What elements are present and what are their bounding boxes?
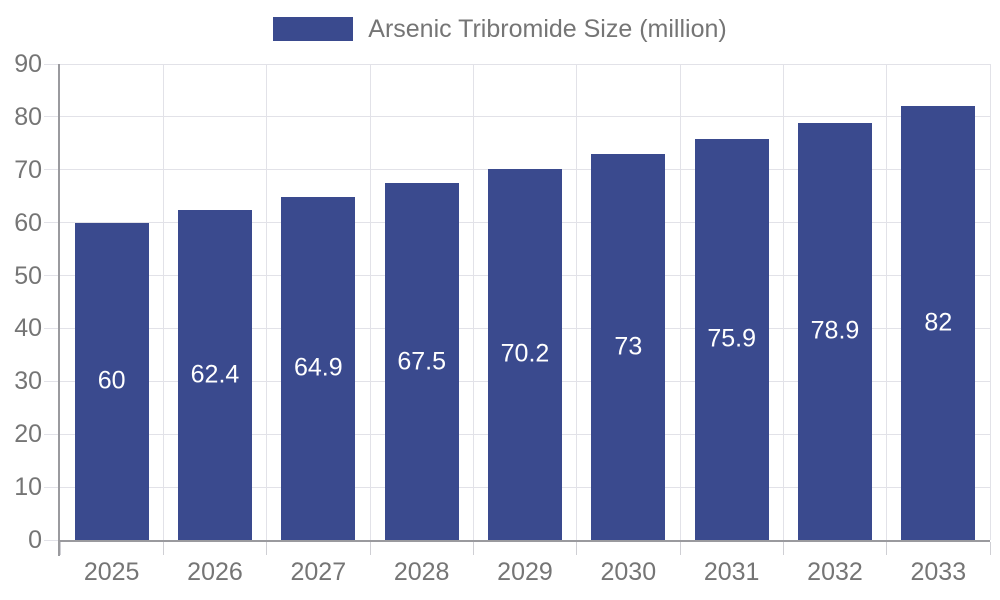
gridline-vertical [989, 64, 991, 540]
x-axis-tick [576, 542, 578, 555]
y-axis-tick [44, 169, 60, 171]
y-axis-tick [44, 380, 60, 382]
gridline-horizontal [60, 63, 990, 65]
x-tick-label: 2030 [600, 558, 657, 586]
bar: 64.9 [281, 196, 356, 540]
gridline-vertical [782, 64, 784, 540]
x-axis-tick [59, 542, 61, 555]
gridline-vertical [369, 64, 371, 540]
bar-value-label: 64.9 [293, 353, 343, 382]
bar-value-label: 70.2 [500, 339, 550, 368]
x-tick-label: 2029 [497, 558, 553, 586]
gridline-vertical [886, 64, 888, 540]
x-tick-label: 2031 [703, 558, 760, 586]
y-tick-label: 20 [14, 420, 42, 449]
y-tick-label: 90 [14, 50, 42, 78]
x-tick-label: 2028 [393, 558, 450, 586]
bar-value-label: 82 [924, 308, 953, 337]
x-axis-tick [266, 542, 268, 555]
bar: 67.5 [384, 183, 459, 540]
y-tick-label: 40 [14, 314, 42, 343]
y-axis-tick [44, 327, 60, 329]
x-axis-tick [782, 542, 784, 555]
bar: 60 [74, 222, 149, 540]
bar: 73 [591, 153, 666, 540]
bar: 78.9 [798, 122, 872, 540]
gridline-vertical [679, 64, 681, 540]
x-tick-label: 2026 [187, 558, 243, 586]
bar: 70.2 [488, 168, 562, 540]
x-axis-line [58, 540, 990, 542]
y-axis-tick [44, 275, 60, 277]
plot-area: 0 10 20 30 40 50 60 70 80 90 60 2025 62.4 2026 64.9 202… [14, 50, 991, 586]
bar-value-label: 67.5 [397, 347, 446, 375]
y-axis-tick [44, 63, 60, 65]
bar-value-label: 60 [97, 366, 126, 395]
y-axis-tick [44, 486, 60, 488]
bar-value-label: 73 [614, 332, 643, 361]
x-axis-tick [989, 542, 991, 555]
y-axis-tick [44, 222, 60, 224]
gridline-horizontal [60, 116, 990, 118]
bar-value-label: 75.9 [707, 324, 756, 353]
y-tick-label: 10 [14, 473, 42, 502]
bar-value-label: 78.9 [810, 316, 860, 345]
bar: 75.9 [694, 138, 769, 540]
gridline-vertical [162, 64, 164, 540]
legend-swatch-icon [273, 17, 354, 41]
y-tick-label: 60 [14, 208, 42, 237]
y-tick-label: 0 [28, 526, 42, 554]
legend-label: Arsenic Tribromide Size (million) [368, 15, 727, 43]
x-axis-tick [886, 542, 888, 555]
bar: 82 [901, 106, 976, 540]
y-tick-label: 30 [14, 367, 42, 396]
gridline-vertical [266, 64, 268, 540]
gridline-vertical [472, 64, 474, 540]
x-tick-label: 2033 [910, 558, 967, 586]
x-tick-label: 2025 [83, 558, 140, 586]
x-axis-tick [679, 542, 681, 555]
bar: 62.4 [178, 209, 252, 540]
y-axis-tick [44, 116, 60, 118]
y-tick-label: 70 [14, 155, 42, 184]
x-axis-tick [162, 542, 164, 555]
y-axis-tick [44, 433, 60, 435]
x-axis-tick [369, 542, 371, 555]
y-axis-line [58, 64, 60, 556]
gridline-vertical [576, 64, 578, 540]
bar-value-label: 62.4 [190, 360, 240, 389]
y-axis-tick [44, 539, 60, 541]
y-tick-label: 80 [14, 102, 42, 131]
chart-legend[interactable]: Arsenic Tribromide Size (million) [0, 15, 1000, 43]
x-tick-label: 2032 [807, 558, 863, 586]
x-tick-label: 2027 [290, 558, 347, 586]
y-tick-label: 50 [14, 261, 42, 290]
x-axis-tick [472, 542, 474, 555]
